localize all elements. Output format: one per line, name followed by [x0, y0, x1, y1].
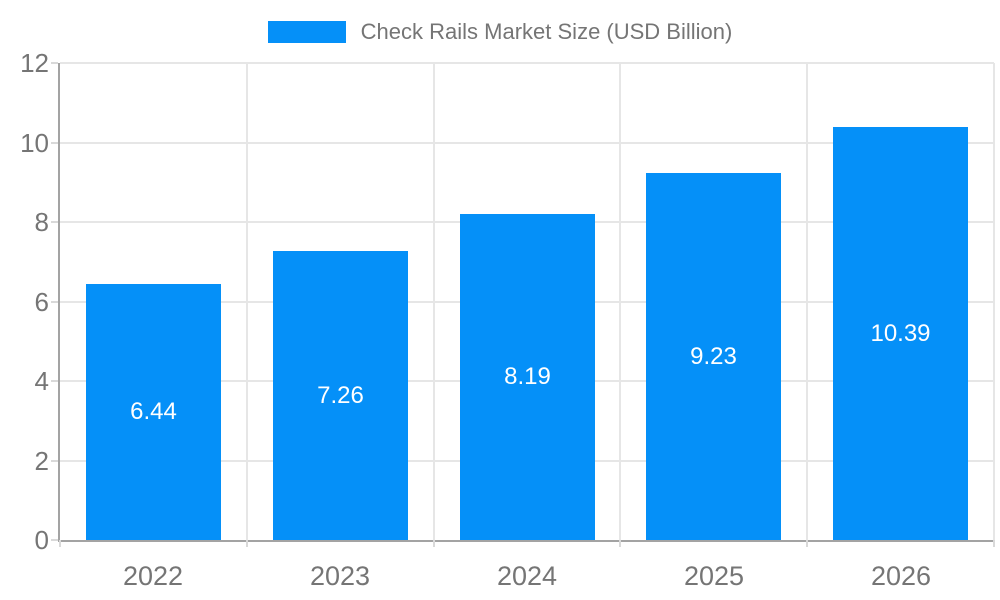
bar-value-label: 7.26	[317, 381, 364, 409]
bar-2022: 6.44	[86, 284, 221, 540]
bar-2026: 10.39	[833, 127, 968, 540]
y-gridline	[60, 141, 994, 144]
legend-series-swatch	[267, 21, 346, 43]
x-axis-tick-label: 2025	[683, 561, 745, 591]
x-axis-tick	[246, 540, 248, 547]
bar-2025: 9.23	[646, 173, 781, 540]
y-axis-tick	[51, 459, 58, 462]
x-axis-tick	[806, 540, 808, 547]
x-gridline	[246, 63, 248, 540]
y-axis-tick-label: 12	[20, 48, 49, 78]
y-axis-tick-label: 2	[34, 445, 49, 476]
y-axis-tick	[51, 380, 58, 382]
x-gridline	[806, 63, 808, 540]
plot-area: 0 2 4 6 8 10 12 6.44 2022 7.26 2023 8.19 2024 9.23 202…	[20, 50, 995, 590]
y-axis-tick	[51, 141, 58, 144]
y-axis-tick-label: 0	[34, 525, 49, 555]
x-axis-tick-label: 2022	[122, 561, 184, 591]
bar-value-label: 9.23	[690, 342, 737, 370]
x-gridline	[619, 63, 621, 540]
x-axis-tick	[433, 540, 435, 547]
y-axis-tick	[51, 221, 58, 223]
bar-2023: 7.26	[273, 251, 408, 540]
legend-series-label: Check Rails Market Size (USD Billion)	[360, 19, 733, 44]
bar-value-label: 8.19	[504, 363, 551, 390]
x-gridline	[433, 63, 435, 540]
chart-legend: Check Rails Market Size (USD Billion)	[0, 19, 1000, 45]
x-axis-tick-label: 2026	[870, 561, 932, 591]
x-axis-tick	[993, 540, 995, 547]
y-axis-tick-label: 6	[34, 286, 49, 317]
y-axis-tick-label: 4	[34, 366, 49, 396]
bar-value-label: 10.39	[870, 319, 931, 347]
y-axis-tick	[51, 300, 58, 303]
x-axis-tick-label: 2024	[496, 561, 558, 591]
bar-value-label: 6.44	[130, 398, 177, 425]
y-axis-tick-label: 10	[20, 127, 49, 158]
y-axis-tick	[51, 62, 58, 64]
x-gridline	[993, 63, 995, 540]
x-axis-tick-label: 2023	[309, 561, 371, 591]
x-axis-tick	[619, 540, 621, 547]
x-axis-tick	[59, 540, 61, 547]
y-axis-tick-label: 8	[34, 207, 49, 237]
y-gridline	[60, 62, 994, 64]
y-axis-tick	[51, 539, 58, 541]
bar-2024: 8.19	[460, 214, 595, 540]
